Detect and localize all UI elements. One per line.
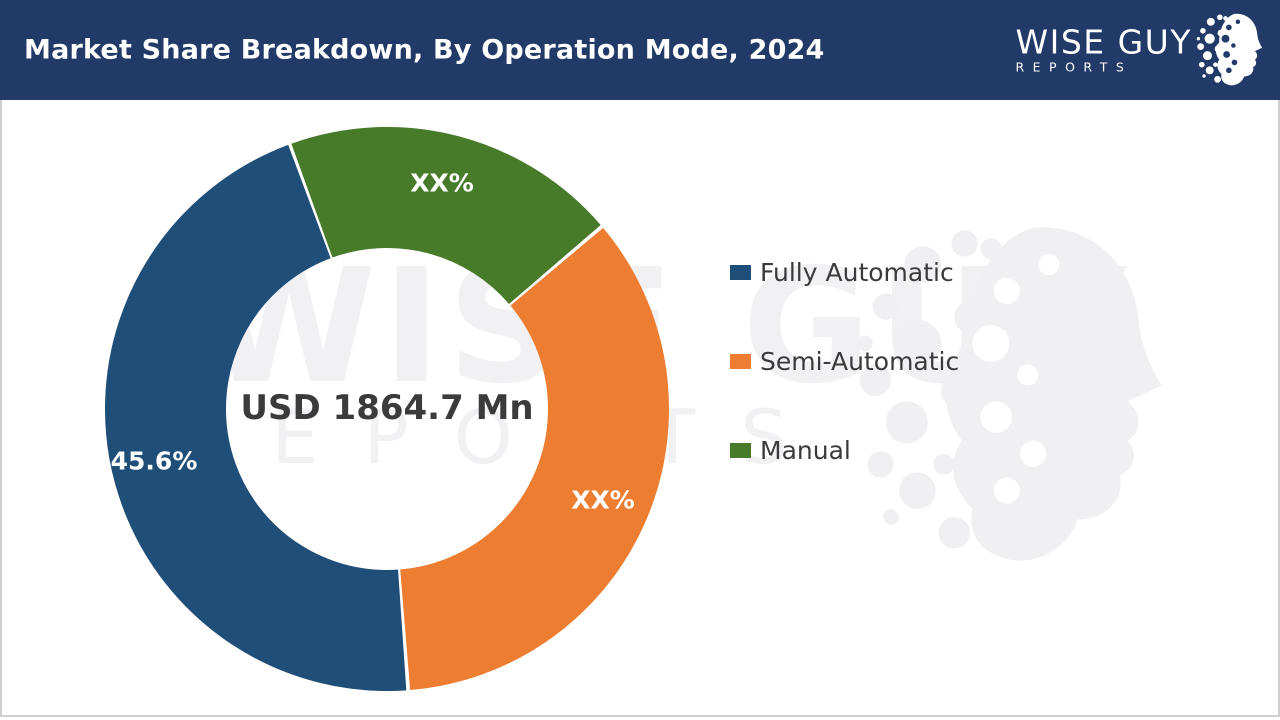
wiseguy-head-icon — [1196, 13, 1263, 86]
slice-label-fully-automatic: 45.6% — [110, 446, 198, 476]
slice-label-semi-automatic: XX% — [571, 485, 635, 515]
donut-slice-fully-automatic — [105, 127, 669, 691]
logo-secondary-text: REPORTS — [1015, 59, 1133, 75]
wiseguy-logo: WISE GUY REPORTS — [1015, 11, 1264, 90]
watermark-head-icon — [856, 227, 1162, 561]
legend-item-manual: Manual — [730, 435, 959, 465]
chart-legend: Fully Automatic Semi-Automatic Manual — [730, 257, 959, 524]
chart-canvas: WISE GUY REPORTS XX% XX% 45.6% USD 1864.… — [0, 100, 1280, 717]
logo-primary-text: WISE GUY — [1015, 22, 1192, 62]
legend-label: Fully Automatic — [760, 257, 954, 287]
page-title: Market Share Breakdown, By Operation Mod… — [24, 34, 825, 66]
legend-label: Manual — [760, 435, 851, 465]
donut-chart — [105, 127, 669, 691]
donut-slice-semi-automatic — [105, 127, 669, 691]
legend-swatch-fully-automatic — [730, 264, 751, 280]
legend-swatch-manual — [730, 442, 751, 458]
legend-swatch-semi-automatic — [730, 353, 751, 369]
donut-center-value: USD 1864.7 Mn — [240, 388, 534, 428]
watermark-secondary-text: REPORTS — [174, 393, 833, 481]
slice-label-manual: XX% — [410, 168, 474, 198]
legend-item-fully-automatic: Fully Automatic — [730, 257, 959, 287]
header-bar: Market Share Breakdown, By Operation Mod… — [0, 0, 1280, 100]
legend-label: Semi-Automatic — [760, 346, 960, 376]
legend-item-semi-automatic: Semi-Automatic — [730, 346, 959, 376]
wiseguy-logo-text: WISE GUY REPORTS — [1015, 26, 1192, 75]
